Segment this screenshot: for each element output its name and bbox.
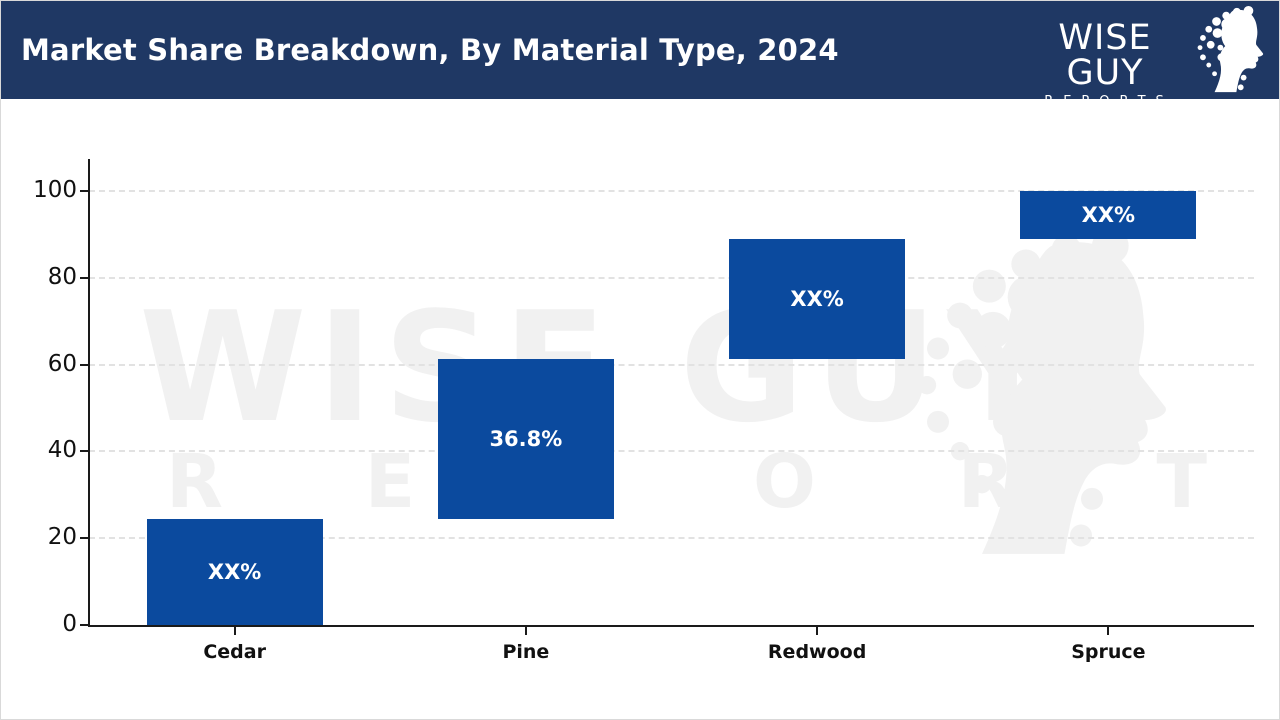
ytick-label-100-text: 100 (33, 177, 77, 203)
ytick-mark-40 (80, 450, 89, 453)
category-label-cedar-text: Cedar (203, 641, 266, 663)
ytick-mark-0 (80, 624, 89, 626)
category-label-pine: Pine (426, 641, 626, 663)
gridline-40 (89, 450, 1254, 453)
ytick-label-60: 60 (19, 351, 77, 377)
bar-redwood-text: XX% (790, 287, 844, 312)
bar-spruce: XX% (1020, 191, 1197, 240)
x-axis-spine (88, 625, 1254, 627)
ytick-mark-100 (80, 190, 89, 192)
logo-text: WISE GUY REPORTS (1019, 18, 1191, 110)
bar-cedar-text: XX% (207, 559, 262, 584)
bar-pine-text: 36.8% (489, 426, 563, 451)
logo-head-icon (1197, 5, 1264, 93)
xtick-mark-redwood (816, 627, 819, 635)
wise-guy-reports-logo: WISE GUY REPORTS (1019, 1, 1279, 109)
category-label-spruce-text: Spruce (1071, 641, 1146, 663)
y-axis-spine (88, 159, 90, 627)
ytick-mark-80 (80, 276, 89, 279)
logo-subtext: REPORTS (1044, 94, 1174, 109)
gridline-60 (89, 363, 1254, 366)
ytick-mark-20 (80, 537, 89, 540)
ytick-mark-60 (80, 363, 89, 366)
gridline-20 (89, 537, 1254, 540)
ytick-label-80: 80 (19, 264, 77, 290)
ytick-label-100: 100 (19, 177, 77, 203)
ytick-label-0: 0 (19, 611, 77, 637)
ytick-label-40: 40 (19, 437, 77, 463)
category-label-cedar: Cedar (135, 641, 335, 663)
xtick-mark-cedar (233, 627, 236, 635)
gridline-80 (89, 276, 1254, 279)
ytick-label-20: 20 (19, 524, 77, 550)
gridline-100 (89, 190, 1254, 192)
category-label-spruce: Spruce (1008, 641, 1208, 663)
logo-wordmark: WISE GUY (1058, 18, 1152, 93)
ytick-label-0-text: 0 (62, 611, 77, 637)
bar-pine: 36.8% (437, 358, 614, 519)
bar-cedar: XX% (146, 518, 323, 625)
ytick-label-40-text: 40 (47, 437, 77, 464)
category-label-redwood: Redwood (717, 641, 917, 663)
bar-spruce-text: XX% (1081, 203, 1136, 228)
category-label-pine-text: Pine (502, 641, 550, 663)
xtick-mark-spruce (1107, 627, 1110, 635)
watermark-head-logo-icon (917, 227, 1166, 554)
ytick-label-20-text: 20 (47, 524, 77, 551)
category-label-redwood-text: Redwood (767, 641, 867, 663)
chart-title: Market Share Breakdown, By Material Type… (21, 33, 839, 67)
ytick-label-60-text: 60 (47, 350, 77, 377)
header-bar: Market Share Breakdown, By Material Type… (1, 1, 1279, 109)
bar-redwood: XX% (729, 239, 906, 359)
ytick-label-80-text: 80 (47, 263, 77, 290)
xtick-mark-pine (524, 627, 527, 635)
